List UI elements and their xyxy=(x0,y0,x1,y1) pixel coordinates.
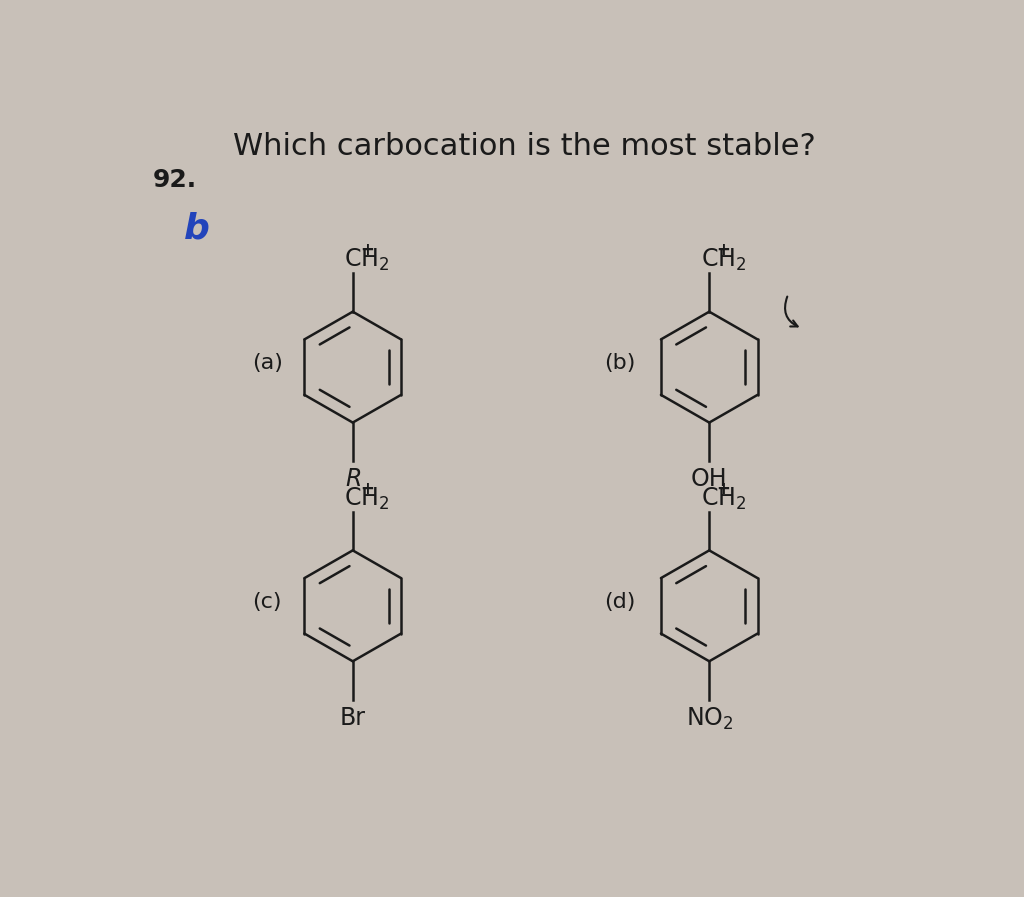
Text: (c): (c) xyxy=(252,592,282,612)
Text: (d): (d) xyxy=(604,592,636,612)
Text: Br: Br xyxy=(340,706,366,730)
Text: 92.: 92. xyxy=(153,169,197,193)
Text: +: + xyxy=(716,241,730,259)
Text: $\mathrm{NO_2}$: $\mathrm{NO_2}$ xyxy=(685,706,733,732)
Text: OH: OH xyxy=(691,467,728,492)
Text: (b): (b) xyxy=(604,353,636,373)
Text: +: + xyxy=(359,241,374,259)
FancyArrowPatch shape xyxy=(785,297,798,327)
Text: $R$: $R$ xyxy=(345,467,360,492)
Text: $\mathrm{CH_2}$: $\mathrm{CH_2}$ xyxy=(344,485,389,512)
Text: (a): (a) xyxy=(252,353,283,373)
Text: $\mathrm{CH_2}$: $\mathrm{CH_2}$ xyxy=(344,247,389,274)
Text: $\mathrm{CH_2}$: $\mathrm{CH_2}$ xyxy=(700,247,745,274)
Text: +: + xyxy=(716,480,730,498)
Text: $\mathrm{CH_2}$: $\mathrm{CH_2}$ xyxy=(700,485,745,512)
Text: +: + xyxy=(359,480,374,498)
Text: b: b xyxy=(183,212,210,246)
Text: Which carbocation is the most stable?: Which carbocation is the most stable? xyxy=(233,132,816,161)
